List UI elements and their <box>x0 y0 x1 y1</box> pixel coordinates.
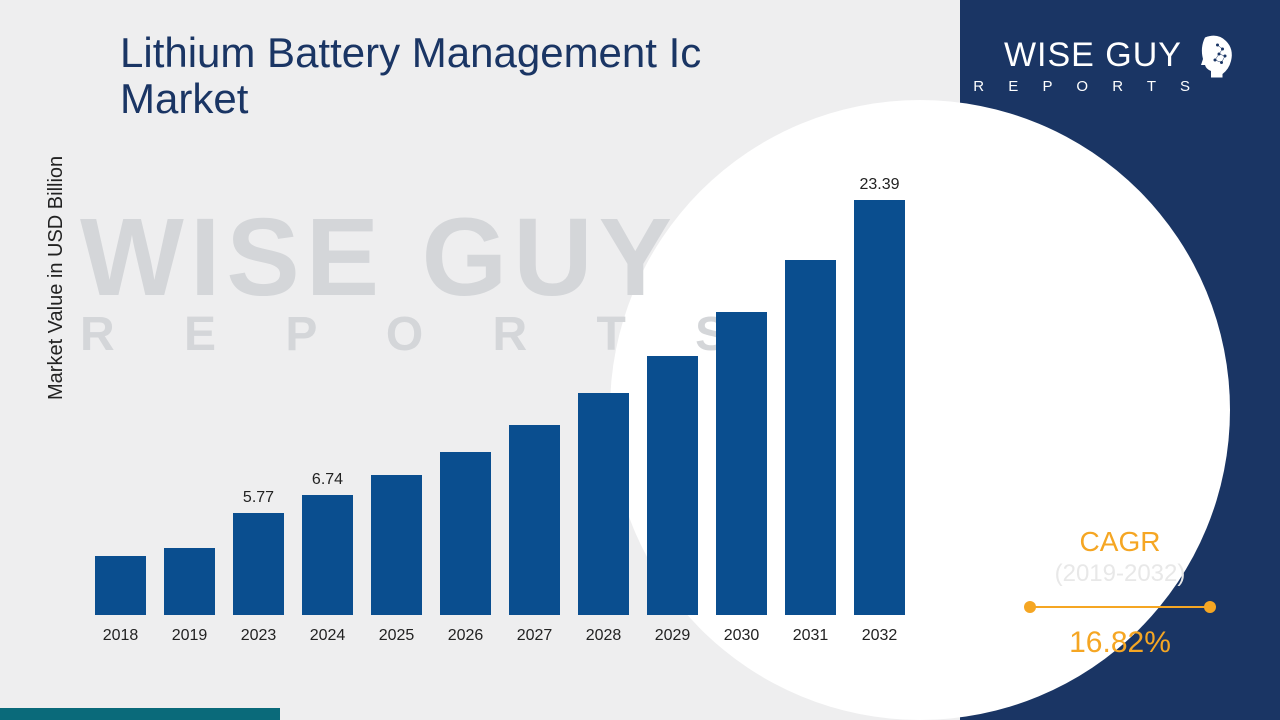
bar-wrap: 5.77 <box>233 489 284 615</box>
bar <box>302 495 353 615</box>
bar-wrap: 23.39 <box>854 176 905 615</box>
x-tick-label: 2026 <box>440 627 491 645</box>
logo-text: WISE GUY <box>1004 36 1182 75</box>
bar-value-label: 5.77 <box>243 489 274 509</box>
x-tick-label: 2030 <box>716 627 767 645</box>
bar-wrap <box>578 369 629 615</box>
brand-logo: WISE GUY R E P O R T S <box>973 30 1240 95</box>
bottom-accent-bar <box>0 708 280 720</box>
cagr-value: 16.82% <box>1000 626 1240 660</box>
bar-wrap <box>440 428 491 615</box>
cagr-box: CAGR (2019-2032) 16.82% <box>1000 526 1240 660</box>
x-tick-label: 2028 <box>578 627 629 645</box>
bar <box>95 556 146 615</box>
x-tick-label: 2019 <box>164 627 215 645</box>
cagr-title: CAGR <box>1000 526 1240 558</box>
x-tick-label: 2031 <box>785 627 836 645</box>
x-tick-label: 2029 <box>647 627 698 645</box>
bars-container: 5.776.7423.39 <box>95 180 905 615</box>
cagr-divider <box>1030 606 1210 608</box>
x-tick-label: 2032 <box>854 627 905 645</box>
x-tick-label: 2018 <box>95 627 146 645</box>
head-icon <box>1190 30 1240 80</box>
x-axis-labels: 2018 2019 2023 2024 2025 2026 2027 2028 2029 2030… <box>95 627 905 645</box>
bar-wrap <box>164 524 215 615</box>
logo-subtext: R E P O R T S <box>973 78 1200 95</box>
bar <box>578 393 629 615</box>
x-tick-label: 2025 <box>371 627 422 645</box>
bar-wrap <box>647 332 698 615</box>
x-tick-label: 2023 <box>233 627 284 645</box>
bar <box>716 312 767 615</box>
bar-wrap <box>95 532 146 615</box>
y-axis-label: Market Value in USD Billion <box>45 156 68 400</box>
bar-wrap: 6.74 <box>302 471 353 615</box>
bar <box>440 452 491 615</box>
bar-chart: 5.776.7423.39 20182019202320242025202620… <box>95 180 905 645</box>
cagr-range: (2019-2032) <box>1000 560 1240 588</box>
bar-value-label: 23.39 <box>859 176 899 196</box>
bar-wrap <box>716 288 767 615</box>
bar <box>854 200 905 615</box>
bar <box>509 425 560 615</box>
x-tick-label: 2024 <box>302 627 353 645</box>
bar-value-label: 6.74 <box>312 471 343 491</box>
bar <box>233 513 284 615</box>
bar <box>164 548 215 615</box>
bar <box>785 260 836 615</box>
logo-main-row: WISE GUY <box>973 30 1240 80</box>
bar-wrap <box>371 451 422 615</box>
chart-title: Lithium Battery Management Ic Market <box>120 30 840 122</box>
bar-wrap <box>509 401 560 615</box>
bar <box>371 475 422 615</box>
bar-wrap <box>785 236 836 615</box>
x-tick-label: 2027 <box>509 627 560 645</box>
bar <box>647 356 698 615</box>
